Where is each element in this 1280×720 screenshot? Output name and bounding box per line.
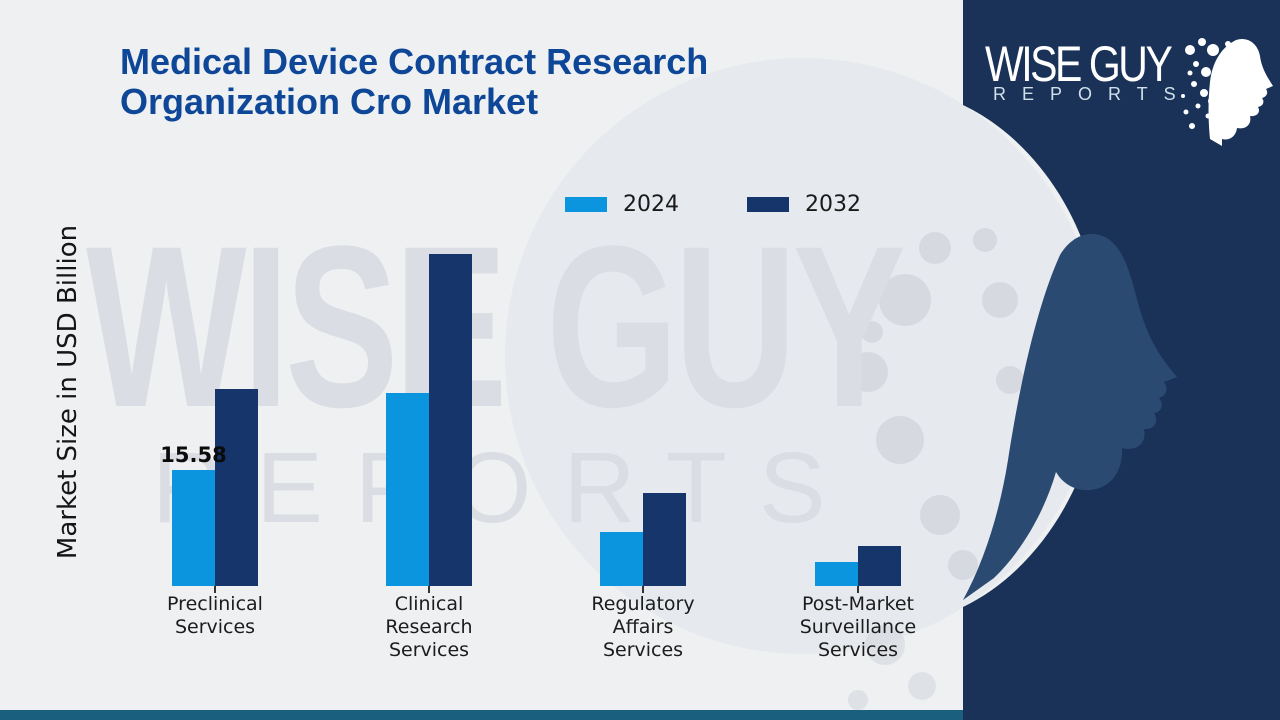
x-tick-post-market-surveillance-services [857, 586, 859, 593]
legend-label-2032: 2032 [805, 192, 861, 217]
footer-accent-strip [0, 710, 1280, 720]
bar-2032-post-market-surveillance-services [858, 545, 901, 586]
bar-2032-preclinical-services [215, 389, 258, 586]
bar-2024-clinical-research-services [386, 393, 429, 586]
bar-2024-preclinical-services [172, 470, 215, 586]
x-tick-regulatory-affairs-services [642, 586, 644, 593]
bar-2024-regulatory-affairs-services [600, 531, 643, 586]
bar-2024-post-market-surveillance-services [815, 562, 858, 586]
value-label-15.58: 15.58 [160, 443, 227, 467]
category-label-post-market-surveillance-services: Post-Market Surveillance Services [799, 593, 917, 661]
category-label-clinical-research-services: Clinical Research Services [385, 593, 473, 661]
legend-label-2024: 2024 [623, 192, 679, 217]
legend-swatch-2032 [747, 197, 789, 212]
legend-item-2032: 2032 [747, 192, 861, 217]
page-title: Medical Device Contract Research Organiz… [120, 41, 709, 122]
x-tick-clinical-research-services [428, 586, 430, 593]
legend-swatch-2024 [565, 197, 607, 212]
bar-2032-clinical-research-services [429, 253, 472, 586]
x-tick-preclinical-services [214, 586, 216, 593]
category-label-regulatory-affairs-services: Regulatory Affairs Services [591, 593, 695, 661]
category-label-preclinical-services: Preclinical Services [167, 593, 263, 638]
chart-legend: 2024 2032 [565, 192, 861, 217]
bar-2032-regulatory-affairs-services [643, 492, 686, 586]
legend-item-2024: 2024 [565, 192, 679, 217]
